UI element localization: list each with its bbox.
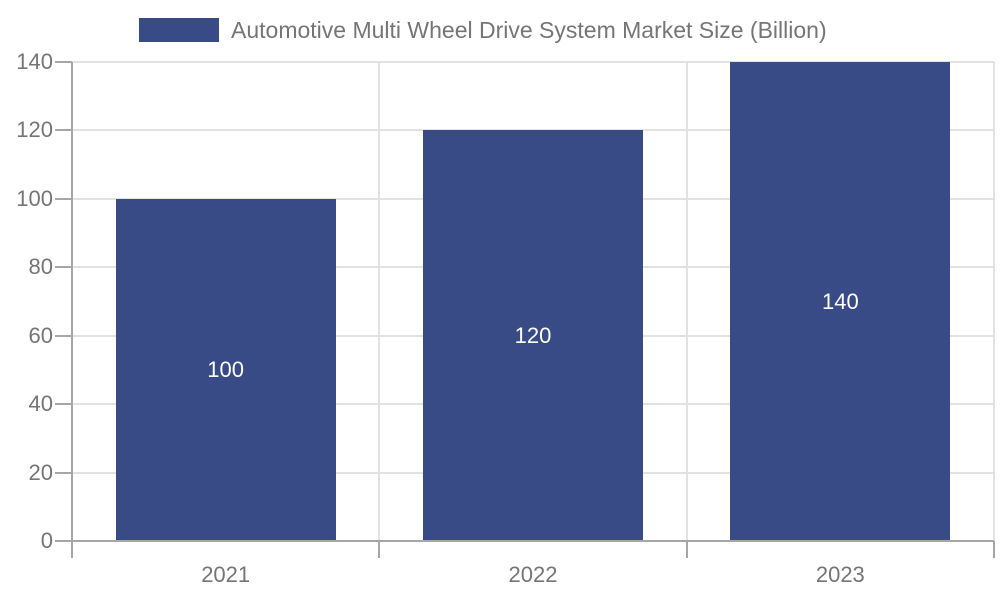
v-gridline — [378, 62, 381, 541]
x-axis-tick — [993, 541, 995, 558]
y-axis-tick-label: 120 — [16, 117, 53, 143]
y-axis-line — [71, 62, 73, 541]
y-axis-tick — [55, 266, 72, 269]
x-axis-category-label: 2023 — [815, 562, 865, 587]
bar-value-label: 120 — [514, 322, 552, 348]
y-axis-tick-label: 100 — [16, 185, 53, 211]
x-axis-tick — [378, 541, 381, 558]
y-axis-tick-label: 20 — [28, 459, 53, 485]
y-axis-tick — [55, 334, 72, 337]
bar — [730, 62, 951, 541]
y-axis-tick-label: 80 — [28, 254, 53, 280]
y-axis-tick — [55, 197, 72, 200]
x-axis-category-label: 2022 — [508, 562, 558, 587]
bar-value-label: 140 — [821, 288, 859, 314]
x-axis-category-label: 2021 — [201, 562, 251, 587]
v-gridline — [993, 62, 995, 541]
y-axis-tick-label: 0 — [40, 528, 53, 553]
bar — [423, 130, 643, 541]
x-axis-tick — [71, 541, 73, 558]
bar-value-label: 100 — [207, 356, 245, 382]
bar — [115, 198, 336, 541]
h-gridline — [72, 61, 994, 63]
legend-swatch — [139, 18, 219, 42]
y-axis-tick — [55, 129, 72, 132]
y-axis-tick-label: 40 — [28, 391, 53, 417]
y-axis-tick-label: 140 — [16, 49, 53, 74]
legend-label: Automotive Multi Wheel Drive System Mark… — [231, 17, 827, 43]
y-axis-tick — [55, 61, 72, 63]
y-axis-tick — [55, 471, 72, 474]
y-axis-tick-label: 60 — [28, 322, 53, 348]
legend: Automotive Multi Wheel Drive System Mark… — [139, 15, 827, 45]
x-axis-line — [55, 540, 994, 542]
v-gridline — [685, 62, 688, 541]
x-axis-tick — [685, 541, 688, 558]
y-axis-tick — [55, 403, 72, 406]
